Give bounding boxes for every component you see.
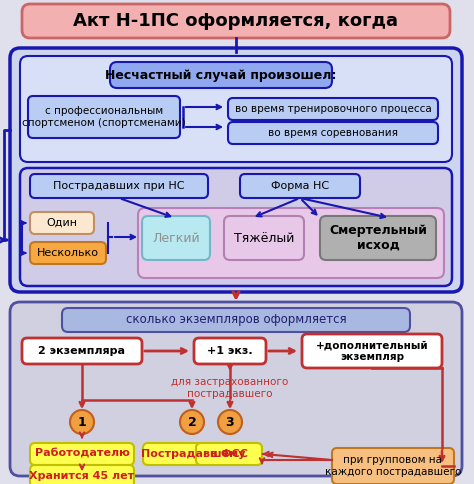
Text: Несколько: Несколько <box>37 248 99 258</box>
FancyBboxPatch shape <box>20 56 452 162</box>
Text: 3: 3 <box>226 415 234 428</box>
FancyBboxPatch shape <box>224 216 304 260</box>
Text: Акт Н-1ПС оформляется, когда: Акт Н-1ПС оформляется, когда <box>73 12 399 30</box>
Text: +1 экз.: +1 экз. <box>207 346 253 356</box>
FancyBboxPatch shape <box>22 338 142 364</box>
Text: во время тренировочного процесса: во время тренировочного процесса <box>235 104 431 114</box>
FancyBboxPatch shape <box>320 216 436 260</box>
FancyBboxPatch shape <box>28 96 180 138</box>
Circle shape <box>218 410 242 434</box>
Text: Работодателю: Работодателю <box>35 449 129 459</box>
FancyBboxPatch shape <box>332 448 454 484</box>
Circle shape <box>180 410 204 434</box>
Text: Легкий: Легкий <box>152 231 200 244</box>
Text: Пострадавшему: Пострадавшему <box>141 449 245 459</box>
Text: 2: 2 <box>188 415 196 428</box>
FancyBboxPatch shape <box>196 443 262 465</box>
Text: сколько экземпляров оформляется: сколько экземпляров оформляется <box>126 314 346 327</box>
FancyBboxPatch shape <box>302 334 442 368</box>
FancyBboxPatch shape <box>194 338 266 364</box>
Circle shape <box>70 410 94 434</box>
FancyBboxPatch shape <box>10 48 462 292</box>
FancyBboxPatch shape <box>30 242 106 264</box>
FancyBboxPatch shape <box>22 4 450 38</box>
Text: Форма НС: Форма НС <box>271 181 329 191</box>
Text: Хранится 45 лет: Хранится 45 лет <box>29 471 135 481</box>
Text: Тяжёлый: Тяжёлый <box>234 231 294 244</box>
Text: Смертельный
исход: Смертельный исход <box>329 224 427 252</box>
Text: 2 экземпляра: 2 экземпляра <box>38 346 126 356</box>
FancyBboxPatch shape <box>138 208 444 278</box>
FancyBboxPatch shape <box>10 302 462 476</box>
Text: 1: 1 <box>78 415 86 428</box>
FancyBboxPatch shape <box>30 174 208 198</box>
FancyBboxPatch shape <box>110 62 332 88</box>
FancyBboxPatch shape <box>228 122 438 144</box>
FancyBboxPatch shape <box>30 212 94 234</box>
FancyBboxPatch shape <box>20 168 452 286</box>
Text: во время соревнования: во время соревнования <box>268 128 398 138</box>
Text: в ФСС: в ФСС <box>210 449 248 459</box>
FancyBboxPatch shape <box>30 465 134 484</box>
Text: Несчастный случай произошел:: Несчастный случай произошел: <box>105 69 337 81</box>
Text: с профессиональным
спортсменом (спортсменами): с профессиональным спортсменом (спортсме… <box>22 106 186 128</box>
FancyBboxPatch shape <box>62 308 410 332</box>
FancyBboxPatch shape <box>143 443 243 465</box>
FancyBboxPatch shape <box>228 98 438 120</box>
Text: при групповом на
каждого пострадавшего: при групповом на каждого пострадавшего <box>325 455 461 477</box>
FancyBboxPatch shape <box>240 174 360 198</box>
FancyBboxPatch shape <box>30 443 134 465</box>
Text: для застрахованного
пострадавшего: для застрахованного пострадавшего <box>172 377 289 399</box>
Text: Пострадавших при НС: Пострадавших при НС <box>53 181 185 191</box>
Text: +дополнительный
экземпляр: +дополнительный экземпляр <box>316 340 428 362</box>
Text: Один: Один <box>46 218 78 228</box>
FancyBboxPatch shape <box>142 216 210 260</box>
